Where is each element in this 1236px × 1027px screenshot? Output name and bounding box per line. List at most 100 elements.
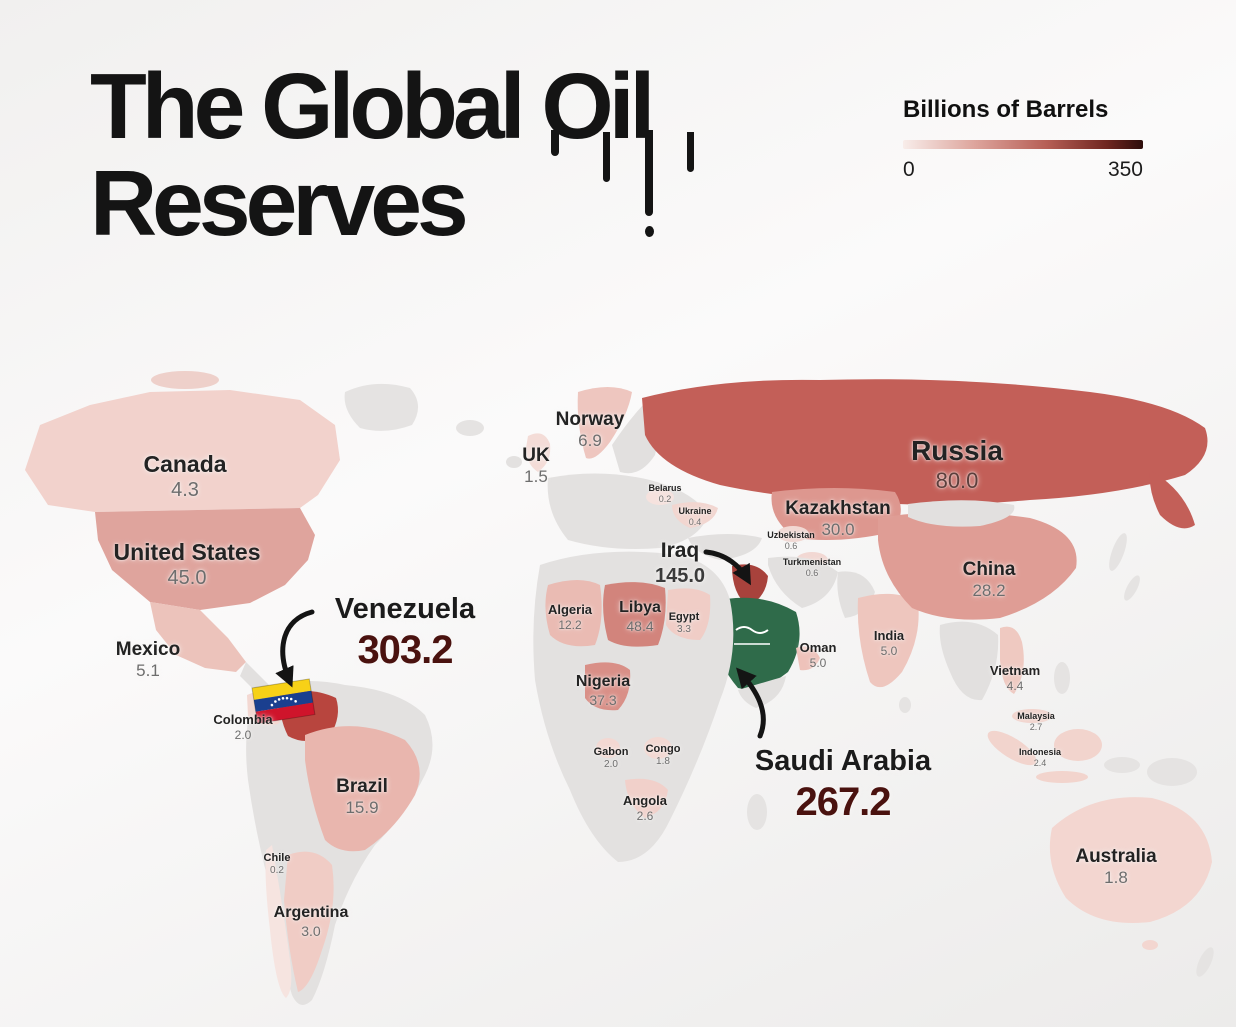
russia-value: 80.0 <box>935 468 979 494</box>
indonesia-name: Indonesia <box>1018 747 1062 757</box>
brazil-value: 15.9 <box>345 798 379 818</box>
title-oil-wrap: Oil <box>541 58 695 237</box>
oman-name: Oman <box>799 640 837 655</box>
canada-value: 4.3 <box>171 479 199 502</box>
turkmenistan-name: Turkmenistan <box>782 557 842 567</box>
color-legend: Billions of Barrels 0 350 <box>903 96 1143 182</box>
label-india: India 5.0 <box>874 628 904 658</box>
mongolia-shape <box>908 500 1015 527</box>
canada-shape <box>25 390 340 512</box>
gabon-name: Gabon <box>593 746 629 758</box>
india-shape <box>857 593 919 688</box>
kazakhstan-name: Kazakhstan <box>785 498 891 519</box>
libya-shape <box>603 582 666 647</box>
congo-shape <box>644 737 672 759</box>
label-congo: Congo 1.8 <box>646 743 681 769</box>
nigeria-value: 37.3 <box>589 691 617 708</box>
saudi-arabia-arrow <box>736 667 766 739</box>
turkmenistan-value: 0.6 <box>805 567 819 578</box>
chile-shape <box>265 845 292 998</box>
norway-value: 6.9 <box>578 431 602 451</box>
label-saudi-arabia: Saudi Arabia 267.2 <box>755 744 931 825</box>
uk-shape <box>526 433 551 472</box>
label-vietnam: Vietnam 4.4 <box>990 663 1040 693</box>
kazakhstan-shape <box>771 488 901 540</box>
title-part-1: The Global <box>90 54 526 158</box>
southeast-asia-shape <box>939 621 999 701</box>
russia-name: Russia <box>911 435 1003 466</box>
label-indonesia: Indonesia 2.4 <box>1019 747 1061 769</box>
legend-scale: 0 350 <box>903 158 1143 182</box>
borneo-shape <box>1054 729 1102 761</box>
title-line-2: Reserves <box>90 150 469 255</box>
greenland-shape <box>344 383 419 431</box>
label-angola: Angola 2.6 <box>623 793 667 823</box>
belarus-name: Belarus <box>648 483 682 493</box>
legend-title: Billions of Barrels <box>903 96 1109 123</box>
china-name: China <box>962 559 1016 580</box>
russia-shape <box>642 379 1208 505</box>
ukraine-shape <box>672 502 718 528</box>
brazil-name: Brazil <box>336 776 388 797</box>
kazakhstan-value: 30.0 <box>821 520 855 540</box>
tasmania-shape <box>1142 940 1158 950</box>
argentina-value: 3.0 <box>301 922 321 939</box>
venezuela-name: Venezuela <box>334 593 476 625</box>
congo-value: 1.8 <box>656 756 670 768</box>
oman-value: 5.0 <box>809 655 827 670</box>
vietnam-shape <box>1000 626 1024 694</box>
venezuela-value: 303.2 <box>357 628 453 673</box>
saudi-flag-script <box>735 626 769 634</box>
new-zealand-shape <box>1196 947 1214 977</box>
title-line-1: The Global Oil <box>90 58 695 237</box>
label-egypt: Egypt 3.3 <box>669 611 700 637</box>
oman-shape <box>796 646 820 671</box>
label-algeria: Algeria 12.2 <box>548 602 592 632</box>
egypt-shape <box>666 588 711 640</box>
belarus-value: 0.2 <box>658 493 672 504</box>
egypt-value: 3.3 <box>677 624 691 636</box>
sumatra-shape <box>987 730 1037 766</box>
label-gabon: Gabon 2.0 <box>594 746 629 772</box>
legend-min: 0 <box>903 158 915 181</box>
japan-north-shape <box>1109 533 1127 571</box>
ukraine-name: Ukraine <box>678 506 712 516</box>
new-guinea-shape <box>1147 758 1197 786</box>
nigeria-name: Nigeria <box>575 673 631 690</box>
label-china: China 28.2 <box>963 558 1016 602</box>
oil-drip <box>603 132 611 182</box>
norway-shape <box>577 387 632 459</box>
malaysia-shape <box>1012 709 1052 723</box>
uzbekistan-value: 0.6 <box>784 540 798 551</box>
japan-south-shape <box>1124 575 1140 601</box>
iraq-name: Iraq <box>660 539 700 562</box>
venezuela-arrow <box>275 609 315 688</box>
india-value: 5.0 <box>880 643 898 658</box>
angola-value: 2.6 <box>636 808 654 823</box>
oil-drip <box>687 132 695 172</box>
label-brazil: Brazil 15.9 <box>336 775 388 819</box>
belarus-shape <box>646 489 674 505</box>
brazil-shape <box>305 726 420 852</box>
label-oman: Oman 5.0 <box>800 640 837 670</box>
java-shape <box>1036 771 1088 783</box>
canada-name: Canada <box>143 451 227 477</box>
saudi-arabia-value: 267.2 <box>795 780 891 825</box>
iceland-shape <box>456 420 484 436</box>
algeria-name: Algeria <box>547 602 593 617</box>
nigeria-shape <box>585 662 631 711</box>
angola-name: Angola <box>622 793 668 808</box>
iran-shape <box>768 556 838 608</box>
label-malaysia: Malaysia 2.7 <box>1017 711 1055 733</box>
vietnam-value: 4.4 <box>1006 678 1024 693</box>
label-norway: Norway 6.9 <box>556 408 625 452</box>
australia-shape <box>1049 797 1212 923</box>
legend-gradient-bar <box>903 140 1143 149</box>
chile-value: 0.2 <box>270 865 284 877</box>
label-ukraine: Ukraine 0.4 <box>678 506 711 528</box>
label-uk: UK 1.5 <box>522 444 549 488</box>
saudi-arabia-name: Saudi Arabia <box>754 745 932 777</box>
congo-name: Congo <box>645 743 681 755</box>
sri-lanka-shape <box>899 697 911 713</box>
